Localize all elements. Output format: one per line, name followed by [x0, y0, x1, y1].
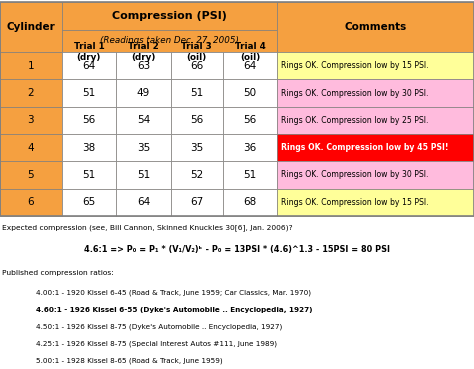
- Bar: [171, 107, 223, 134]
- Bar: [0, 2, 474, 216]
- Bar: [62, 52, 116, 79]
- Text: 35: 35: [137, 143, 150, 153]
- Text: 5: 5: [27, 170, 34, 180]
- Text: 68: 68: [244, 197, 256, 207]
- Text: 64: 64: [82, 61, 95, 71]
- Text: 4.6:1 => P₀ = P₁ * (V₁/V₂)ᵏ - P₀ = 13PSI * (4.6)^1.3 - 15PSI = 80 PSI: 4.6:1 => P₀ = P₁ * (V₁/V₂)ᵏ - P₀ = 13PSI…: [84, 245, 390, 254]
- Text: 56: 56: [82, 115, 95, 125]
- Bar: [62, 189, 116, 216]
- Bar: [0, 134, 62, 161]
- Bar: [116, 161, 171, 189]
- Bar: [223, 161, 277, 189]
- Text: 4.00:1 - 1920 Kissel 6-45 (Road & Track, June 1959; Car Classics, Mar. 1970): 4.00:1 - 1920 Kissel 6-45 (Road & Track,…: [36, 290, 310, 296]
- Bar: [223, 134, 277, 161]
- Text: Rings OK. Compression low by 30 PSI.: Rings OK. Compression low by 30 PSI.: [281, 170, 428, 179]
- Bar: [223, 52, 277, 79]
- Bar: [0, 52, 62, 79]
- Text: Rings OK. Compression low by 15 PSI.: Rings OK. Compression low by 15 PSI.: [281, 198, 428, 207]
- Bar: [116, 79, 171, 107]
- Text: 51: 51: [137, 170, 150, 180]
- Text: Rings OK. Compression low by 30 PSI.: Rings OK. Compression low by 30 PSI.: [281, 89, 428, 97]
- Text: 51: 51: [82, 170, 95, 180]
- Bar: [62, 2, 277, 30]
- Text: 4.60:1 - 1926 Kissel 6-55 (Dyke's Automobile .. Encyclopedia, 1927): 4.60:1 - 1926 Kissel 6-55 (Dyke's Automo…: [36, 307, 312, 313]
- Text: 52: 52: [190, 170, 203, 180]
- Bar: [171, 79, 223, 107]
- Text: (Readings taken Dec. 27, 2005): (Readings taken Dec. 27, 2005): [100, 37, 239, 45]
- Bar: [171, 52, 223, 79]
- Text: Trial 3
(oil): Trial 3 (oil): [182, 42, 212, 62]
- Bar: [116, 107, 171, 134]
- Text: 3: 3: [27, 115, 34, 125]
- Bar: [171, 134, 223, 161]
- Text: 56: 56: [190, 115, 203, 125]
- Text: 38: 38: [82, 143, 95, 153]
- Bar: [223, 107, 277, 134]
- Bar: [62, 30, 277, 52]
- Text: 65: 65: [82, 197, 95, 207]
- Bar: [171, 161, 223, 189]
- Text: Rings OK. Compression low by 45 PSI!: Rings OK. Compression low by 45 PSI!: [281, 143, 448, 152]
- Text: 2: 2: [27, 88, 34, 98]
- Text: 36: 36: [244, 143, 256, 153]
- Text: 56: 56: [244, 115, 256, 125]
- Bar: [277, 107, 474, 134]
- Text: 51: 51: [82, 88, 95, 98]
- Text: Rings OK. Compression low by 15 PSI.: Rings OK. Compression low by 15 PSI.: [281, 61, 428, 70]
- Text: Trial 2
(dry): Trial 2 (dry): [128, 42, 159, 62]
- Bar: [116, 134, 171, 161]
- Text: 4: 4: [27, 143, 34, 153]
- Bar: [116, 189, 171, 216]
- Text: 5.00:1 - 1928 Kissel 8-65 (Road & Track, June 1959): 5.00:1 - 1928 Kissel 8-65 (Road & Track,…: [36, 358, 222, 364]
- Text: 63: 63: [137, 61, 150, 71]
- Bar: [0, 2, 474, 216]
- Bar: [62, 161, 116, 189]
- Text: Comments: Comments: [345, 22, 407, 32]
- Bar: [171, 189, 223, 216]
- Bar: [62, 107, 116, 134]
- Text: Rings OK. Compression low by 25 PSI.: Rings OK. Compression low by 25 PSI.: [281, 116, 428, 125]
- Text: 51: 51: [244, 170, 256, 180]
- Text: Compression (PSI): Compression (PSI): [112, 11, 227, 21]
- Text: Published compression ratios:: Published compression ratios:: [2, 270, 114, 276]
- Text: 6: 6: [27, 197, 34, 207]
- Text: Expected compression (see, Bill Cannon, Skinned Knuckles 30[6], Jan. 2006)?: Expected compression (see, Bill Cannon, …: [2, 224, 293, 231]
- Text: Trial 1
(dry): Trial 1 (dry): [73, 42, 104, 62]
- Bar: [0, 161, 62, 189]
- Text: 64: 64: [137, 197, 150, 207]
- Bar: [277, 2, 474, 52]
- Text: Cylinder: Cylinder: [7, 22, 55, 32]
- Text: 67: 67: [190, 197, 203, 207]
- Bar: [277, 79, 474, 107]
- Text: 4.50:1 - 1926 Kissel 8-75 (Dyke's Automobile .. Encyclopedia, 1927): 4.50:1 - 1926 Kissel 8-75 (Dyke's Automo…: [36, 324, 282, 330]
- Bar: [0, 107, 62, 134]
- Bar: [62, 79, 116, 107]
- Text: 35: 35: [190, 143, 203, 153]
- Bar: [0, 2, 62, 52]
- Bar: [116, 52, 171, 79]
- Text: Trial 4
(oil): Trial 4 (oil): [235, 42, 265, 62]
- Text: 54: 54: [137, 115, 150, 125]
- Bar: [277, 161, 474, 189]
- Bar: [277, 52, 474, 79]
- Bar: [0, 79, 62, 107]
- Bar: [62, 134, 116, 161]
- Text: 4.25:1 - 1926 Kissel 8-75 (Special Interest Autos #111, June 1989): 4.25:1 - 1926 Kissel 8-75 (Special Inter…: [36, 341, 276, 347]
- Bar: [223, 79, 277, 107]
- Text: 50: 50: [244, 88, 256, 98]
- Text: 51: 51: [190, 88, 203, 98]
- Bar: [277, 189, 474, 216]
- Text: 64: 64: [244, 61, 256, 71]
- Bar: [0, 189, 62, 216]
- Text: 1: 1: [27, 61, 34, 71]
- Bar: [277, 134, 474, 161]
- Bar: [223, 189, 277, 216]
- Text: 66: 66: [190, 61, 203, 71]
- Text: 49: 49: [137, 88, 150, 98]
